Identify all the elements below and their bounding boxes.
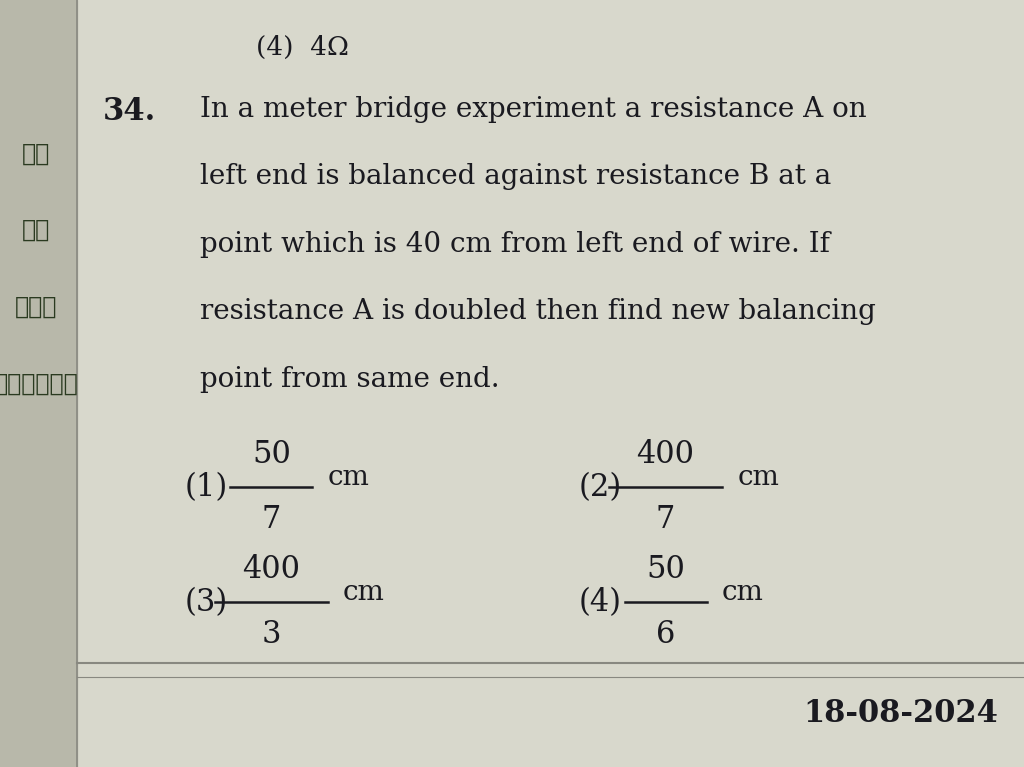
Text: point which is 40 cm from left end of wire. If: point which is 40 cm from left end of wi… [200, 231, 829, 258]
Text: (4)  4Ω: (4) 4Ω [256, 35, 349, 60]
Text: 3: 3 [261, 619, 282, 650]
Text: 7: 7 [656, 504, 675, 535]
Text: In a meter bridge experiment a resistance A on: In a meter bridge experiment a resistanc… [200, 96, 866, 123]
Text: resistance A is doubled then find new balancing: resistance A is doubled then find new ba… [200, 298, 876, 325]
Text: 6: 6 [656, 619, 675, 650]
Text: (1): (1) [184, 472, 227, 502]
Text: cm: cm [328, 464, 370, 491]
Text: (4): (4) [579, 587, 622, 617]
Text: बिन्दु: बिन्दु [0, 371, 78, 396]
Text: (2): (2) [579, 472, 622, 502]
Text: point from same end.: point from same end. [200, 366, 500, 393]
Text: 7: 7 [262, 504, 281, 535]
Text: left end is balanced against resistance B at a: left end is balanced against resistance … [200, 163, 830, 190]
Text: 50: 50 [646, 555, 685, 585]
Text: 400: 400 [637, 439, 694, 470]
Text: 18-08-2024: 18-08-2024 [804, 698, 998, 729]
Text: (3): (3) [184, 587, 227, 617]
Text: को: को [22, 141, 50, 166]
Text: cm: cm [343, 579, 385, 606]
Bar [0, 0, 77, 767]
Text: पर: पर [22, 218, 50, 242]
Text: 50: 50 [252, 439, 291, 470]
Text: 34.: 34. [102, 96, 156, 127]
Text: मान: मान [14, 295, 57, 319]
Text: 400: 400 [243, 555, 300, 585]
Text: cm: cm [737, 464, 779, 491]
Text: cm: cm [722, 579, 764, 606]
